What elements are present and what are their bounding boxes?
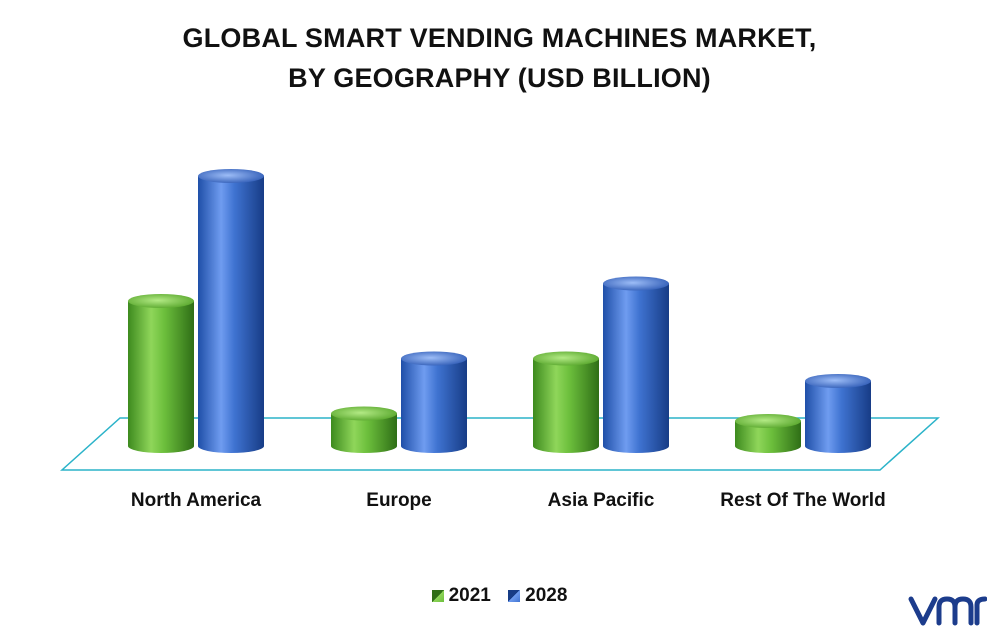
legend-swatch-2028 — [508, 590, 521, 602]
bar-2021-rest-of-the-world — [735, 414, 801, 453]
bar-body — [603, 283, 669, 453]
bar-body — [401, 358, 467, 453]
legend-item-2028: 2028 — [508, 585, 567, 607]
legend-label-2021: 2021 — [448, 585, 491, 606]
bars-group — [128, 169, 871, 453]
x-tick-label: North America — [131, 490, 262, 511]
legend-swatch-2021 — [431, 590, 444, 602]
bar-2028-rest-of-the-world — [805, 374, 871, 453]
bar-body — [128, 301, 194, 453]
bar-cap — [603, 276, 669, 291]
bar-cap — [735, 414, 801, 428]
bar-body — [198, 176, 264, 453]
x-tick-label: Asia Pacific — [548, 490, 655, 511]
bar-2028-asia-pacific — [603, 276, 669, 453]
x-tick-label: Europe — [366, 490, 431, 511]
bar-cap — [401, 351, 467, 366]
legend-label-2028: 2028 — [525, 585, 568, 606]
bar-body — [533, 358, 599, 453]
legend: 2021 2028 — [0, 585, 999, 608]
x-axis-labels: North America Europe Asia Pacific Rest Of T… — [131, 490, 886, 511]
x-tick-label: Rest Of The World — [720, 490, 885, 511]
bar-body — [735, 421, 801, 453]
chart-title-line-2: BY GEOGRAPHY (USD BILLION) — [288, 63, 711, 93]
bar-cap — [533, 351, 599, 366]
bar-body — [805, 381, 871, 453]
bar-2021-north-america — [128, 294, 194, 453]
bar-cap — [331, 406, 397, 421]
bar-cap — [805, 374, 871, 388]
bar-2028-europe — [401, 351, 467, 453]
bar-2021-asia-pacific — [533, 351, 599, 453]
bar-cap — [198, 169, 264, 183]
bar-2021-europe — [331, 406, 397, 453]
chart-floor — [60, 417, 940, 471]
vmr-logo-icon — [908, 596, 987, 626]
legend-item-2021: 2021 — [431, 585, 491, 607]
bar-2028-north-america — [198, 169, 264, 453]
bar-body — [331, 413, 397, 453]
chart-title-line-1: GLOBAL SMART VENDING MACHINES MARKET, — [182, 23, 817, 53]
bar-cap — [128, 294, 194, 308]
chart-title: GLOBAL SMART VENDING MACHINES MARKET, BY… — [0, 18, 999, 98]
